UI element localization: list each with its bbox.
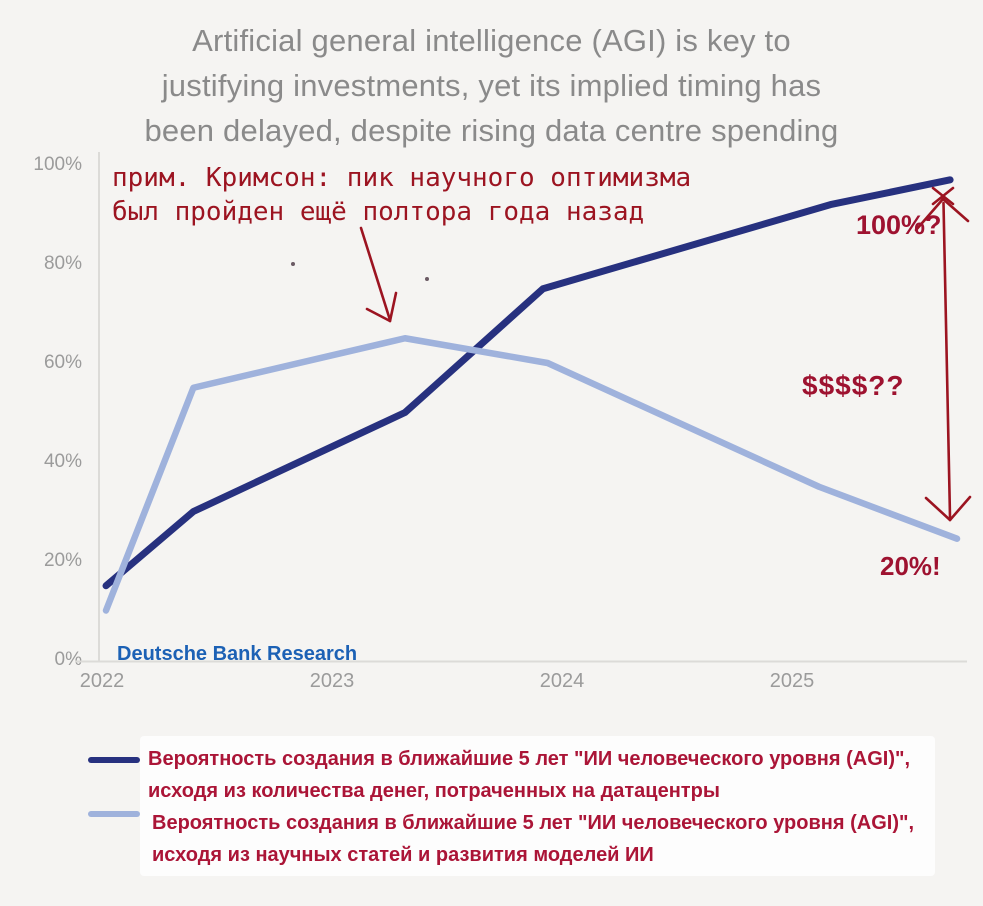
legend-entry-line: Вероятность создания в ближайшие 5 лет "… (152, 812, 915, 834)
y-tick-label: 40% (43, 451, 82, 472)
chart-title: Artificial general intelligence (AGI) is… (0, 18, 983, 153)
x-tick-label: 2022 (79, 670, 125, 692)
speck-dot (425, 277, 429, 281)
y-tick-label: 60% (43, 352, 82, 373)
x-tick-label: 2024 (539, 670, 585, 692)
legend-marker-datacentre-money (88, 757, 140, 763)
x-tick-label: 2025 (769, 670, 815, 692)
legend-entry-datacentre-money: Вероятность создания в ближайшие 5 лет "… (148, 743, 910, 807)
y-tick-label: 20% (43, 550, 82, 571)
commentary-note: прим. Кримсон: пик научного оптимизма бы… (112, 161, 691, 229)
x-tick-label: 2023 (309, 670, 355, 692)
commentary-note-line-1: прим. Кримсон: пик научного оптимизма (112, 163, 692, 193)
callout-dollars: $$$$?? (802, 370, 905, 401)
y-tick-label: 0% (54, 649, 82, 670)
legend-card (140, 736, 935, 876)
chart-title-line-3: been delayed, despite rising data centre… (144, 113, 839, 148)
speck-dot (291, 262, 295, 266)
legend-marker-scientific-papers (88, 811, 140, 817)
y-tick-label: 80% (43, 253, 82, 274)
y-tick-label: 100% (33, 154, 82, 175)
x-mark (931, 186, 955, 206)
source-label: Deutsche Bank Research (117, 643, 358, 665)
legend-entry-line: исходя из научных статей и развития моде… (152, 844, 654, 866)
chart-title-line-2: justifying investments, yet its implied … (161, 68, 822, 103)
callout-100-percent: 100%? (856, 210, 942, 240)
gap-double-arrow (914, 197, 972, 522)
legend-entry-scientific-papers: Вероятность создания в ближайшие 5 лет "… (152, 807, 914, 871)
legend-entry-line: исходя из количества денег, потраченных … (148, 780, 720, 802)
peak-arrow (359, 226, 398, 323)
legend-entry-line: Вероятность создания в ближайшие 5 лет "… (148, 748, 911, 770)
chart-title-line-1: Artificial general intelligence (AGI) is… (192, 23, 791, 58)
commentary-note-line-2: был пройден ещё полтора года назад (112, 197, 645, 227)
callout-20-percent: 20%! (880, 551, 941, 581)
